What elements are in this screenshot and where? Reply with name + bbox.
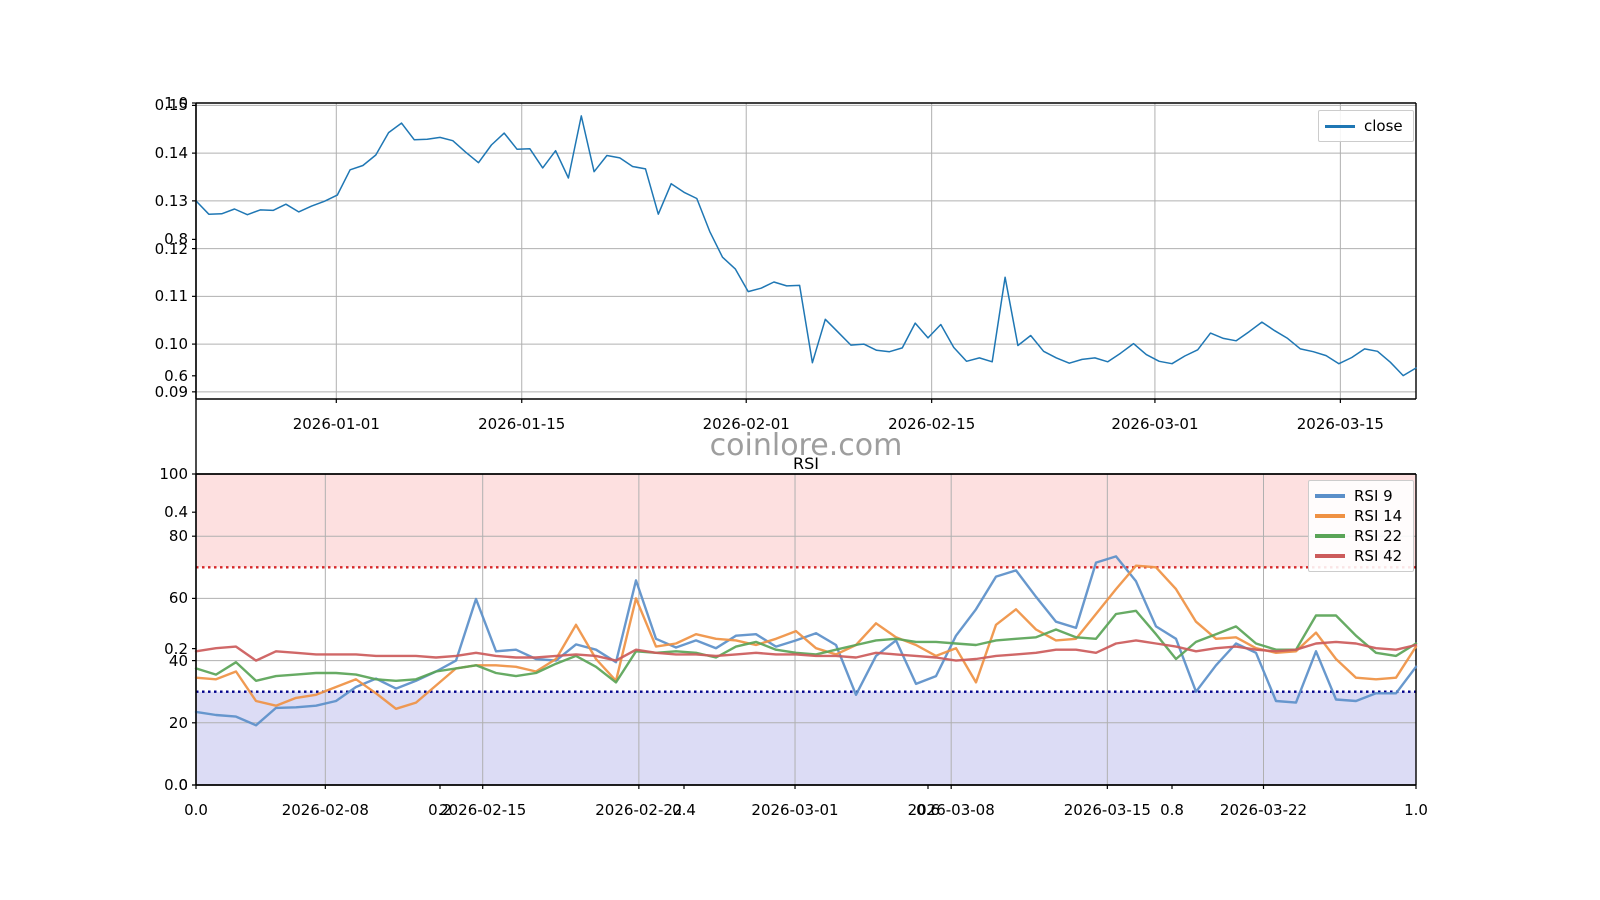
price-y-tick-0.15: 0.15 [154,96,188,115]
legend-swatch-icon [1315,534,1345,538]
price-y-tick-0.11: 0.11 [154,287,188,306]
rsi-line-RSI-22 [194,609,1418,684]
price-y-tick-0.12: 0.12 [154,239,188,258]
rsi-legend[interactable]: RSI 9 RSI 14 RSI 22 RSI 42 [1308,480,1414,572]
legend-label: RSI 14 [1354,507,1403,525]
rsi-panel-title: RSI [793,454,819,473]
base-x-tick-0.0: 0.0 [184,801,208,819]
rsi-y-tick-0: 0 [178,776,188,794]
rsi-y-tick-100: 100 [159,465,188,483]
rsi-x-tick-2026-03-15: 2026-03-15 [1063,801,1151,819]
price-x-tick-2026-02-15: 2026-02-15 [888,415,976,433]
price-x-tick-2026-03-15: 2026-03-15 [1296,415,1384,433]
legend-swatch-icon [1315,494,1345,498]
rsi-line-RSI-14 [194,564,1418,710]
base-x-tick-0.4: 0.4 [672,801,696,819]
rsi-x-tick-2026-02-15: 2026-02-15 [439,801,527,819]
price-x-tick-2026-01-15: 2026-01-15 [478,415,566,433]
price-legend[interactable]: close [1318,110,1414,142]
rsi-y-tick-20: 20 [168,713,188,732]
rsi-band [196,474,1416,568]
rsi-line-RSI-42 [194,639,1418,662]
rsi-y-tick-60: 60 [168,589,188,608]
legend-item-RSI-14[interactable]: RSI 14 [1315,506,1405,526]
price-y-tick-0.13: 0.13 [154,191,188,210]
legend-item-RSI-42[interactable]: RSI 42 [1315,546,1405,566]
legend-swatch-icon [1325,124,1355,128]
legend-label: close [1364,117,1403,135]
base-y-tick-0.2: 0.2 [164,639,188,658]
base-y-tick-0.4: 0.4 [164,503,188,522]
rsi-y-tick-40: 40 [168,651,188,670]
price-line-close [195,115,1417,377]
base-y-tick-0.8: 0.8 [164,230,188,249]
base-y-tick-0.6: 0.6 [164,366,188,385]
base-x-tick-0.6: 0.6 [916,801,940,819]
base-x-tick-0.8: 0.8 [1160,801,1184,819]
base-x-tick-0.2: 0.2 [428,801,452,819]
coinlore-watermark: coinlore.com [709,428,903,463]
rsi-x-tick-2026-02-08: 2026-02-08 [281,801,369,819]
rsi-y-tick-80: 80 [168,527,188,546]
legend-swatch-icon [1315,554,1345,558]
legend-label: RSI 9 [1354,487,1393,505]
price-x-tick-2026-02-01: 2026-02-01 [702,415,790,433]
rsi-line-RSI-9 [194,555,1418,727]
rsi-x-tick-2026-03-01: 2026-03-01 [751,801,839,819]
legend-item-RSI-9[interactable]: RSI 9 [1315,486,1405,506]
price-y-tick-0.14: 0.14 [154,144,188,163]
base-y-tick-1.0: 1.0 [164,94,188,112]
price-x-tick-2026-01-01: 2026-01-01 [292,415,380,433]
legend-item-close[interactable]: close [1325,116,1405,136]
legend-swatch-icon [1315,514,1345,518]
rsi-x-tick-2026-03-22: 2026-03-22 [1219,801,1308,819]
legend-label: RSI 22 [1354,527,1403,545]
rsi-x-tick-2026-02-22: 2026-02-22 [595,801,683,819]
legend-label: RSI 42 [1354,547,1403,565]
base-y-tick-0.0: 0.0 [164,776,188,794]
legend-item-RSI-22[interactable]: RSI 22 [1315,526,1405,546]
price-y-tick-0.10: 0.10 [154,335,188,354]
rsi-x-tick-2026-03-08: 2026-03-08 [907,801,995,819]
base-x-tick-1.0: 1.0 [1404,801,1428,819]
rsi-band [196,691,1416,785]
price-y-tick-0.09: 0.09 [154,382,188,401]
price-x-tick-2026-03-01: 2026-03-01 [1111,415,1199,433]
